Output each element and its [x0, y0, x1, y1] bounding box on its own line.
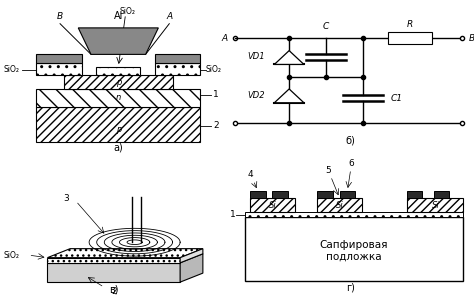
Text: SiO₂: SiO₂	[4, 250, 20, 260]
Bar	[246, 217, 463, 281]
Text: 1: 1	[230, 210, 236, 219]
Text: Al: Al	[114, 11, 123, 21]
Text: 2: 2	[111, 287, 117, 295]
Text: B: B	[57, 12, 63, 21]
Text: VD2: VD2	[247, 91, 264, 100]
Bar	[97, 67, 140, 75]
Bar	[64, 75, 173, 89]
Polygon shape	[47, 249, 203, 258]
Bar	[36, 54, 82, 63]
Polygon shape	[47, 258, 180, 263]
Text: n: n	[116, 93, 121, 102]
Text: A: A	[166, 12, 173, 21]
Bar	[246, 212, 463, 217]
Text: подложка: подложка	[326, 252, 382, 262]
Text: Si: Si	[268, 201, 276, 209]
Text: Сапфировая: Сапфировая	[320, 240, 388, 250]
Bar	[273, 191, 288, 198]
Text: R: R	[407, 20, 413, 29]
Bar	[36, 107, 200, 142]
Bar	[155, 63, 200, 75]
Text: B: B	[469, 34, 474, 43]
Bar	[317, 191, 333, 198]
Text: 4: 4	[247, 170, 253, 179]
Text: SiO₂: SiO₂	[206, 65, 222, 74]
Bar	[36, 63, 82, 75]
Polygon shape	[180, 249, 203, 263]
Polygon shape	[78, 28, 158, 54]
Text: Si: Si	[432, 201, 440, 209]
Text: б): б)	[346, 136, 356, 146]
Text: 5: 5	[326, 165, 331, 175]
Text: Si: Si	[336, 201, 344, 209]
Bar	[407, 191, 422, 198]
Text: 6: 6	[348, 158, 354, 168]
Text: 3: 3	[64, 194, 69, 203]
Polygon shape	[180, 254, 203, 282]
Text: A: A	[221, 34, 228, 43]
Bar	[155, 54, 200, 63]
Bar	[250, 191, 265, 198]
Polygon shape	[47, 254, 203, 263]
Polygon shape	[47, 263, 180, 282]
Polygon shape	[274, 51, 304, 64]
Bar	[339, 191, 355, 198]
Text: p: p	[116, 125, 121, 134]
Bar	[317, 198, 362, 212]
Bar	[250, 198, 295, 212]
Text: C: C	[323, 22, 329, 31]
Bar	[434, 191, 449, 198]
Bar	[388, 32, 432, 45]
Text: а): а)	[113, 142, 123, 152]
Text: SiO₂: SiO₂	[4, 65, 19, 74]
Text: г): г)	[346, 282, 355, 292]
Bar	[36, 89, 200, 107]
Bar	[407, 198, 463, 212]
Text: 2: 2	[213, 121, 219, 130]
Text: p: p	[116, 78, 121, 87]
Text: в): в)	[109, 285, 118, 295]
Text: 1: 1	[213, 90, 219, 99]
Text: C1: C1	[390, 94, 402, 103]
Text: VD1: VD1	[247, 52, 264, 61]
Text: SiO₂: SiO₂	[119, 7, 136, 16]
Polygon shape	[274, 89, 304, 103]
